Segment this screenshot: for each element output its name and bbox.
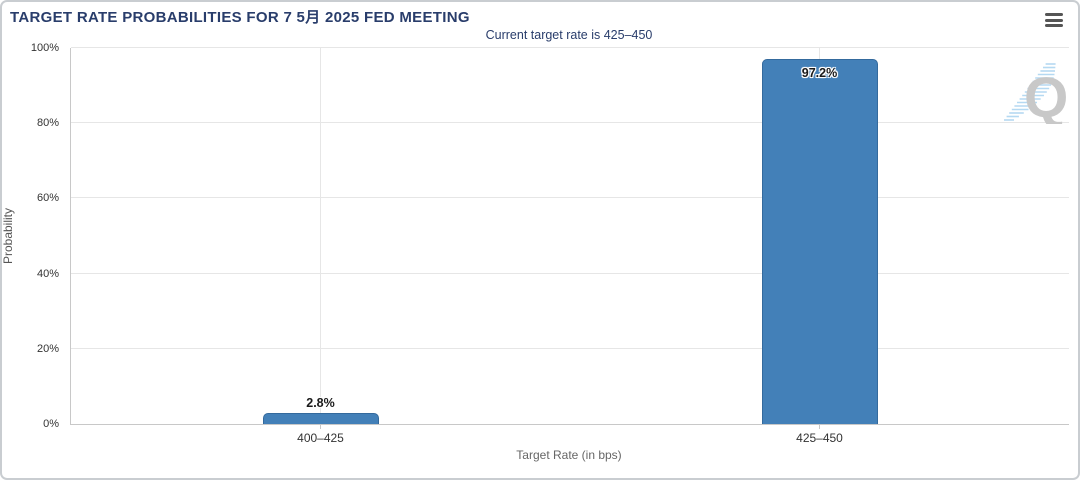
bar-value-label: 97.2% <box>801 65 838 80</box>
x-tick-mark <box>320 424 321 429</box>
y-tick-label: 20% <box>36 342 59 355</box>
gridline-horizontal <box>71 197 1069 199</box>
x-tick-label: 425–450 <box>796 431 843 445</box>
bar-425–450[interactable] <box>761 58 878 424</box>
x-tick-label: 400–425 <box>297 431 344 445</box>
gridline-horizontal <box>71 47 1069 48</box>
chart-subtitle: Current target rate is 425–450 <box>485 28 653 42</box>
gridline-vertical <box>320 48 321 424</box>
y-tick-label: 0% <box>43 418 59 430</box>
x-axis-title: Target Rate (in bps) <box>516 448 622 462</box>
quikstrike-logo: Q <box>1000 56 1076 130</box>
chart-title: TARGET RATE PROBABILITIES FOR 7 5月 2025 … <box>10 9 470 26</box>
svg-text:Q: Q <box>1024 66 1068 124</box>
y-tick-label: 100% <box>30 42 59 54</box>
x-tick-mark <box>819 424 820 429</box>
quikstrike-watermark-icon: Q <box>1004 63 1068 130</box>
y-axis-title: Probability <box>1 207 15 265</box>
gridline-horizontal <box>71 122 1069 124</box>
plot-area: 2.8% 400–425 97.2% 425–450 <box>70 47 1069 445</box>
hamburger-menu-icon[interactable] <box>1045 13 1063 27</box>
gridline-horizontal <box>71 272 1069 274</box>
y-tick-label: 40% <box>36 267 59 280</box>
y-tick-label: 80% <box>36 117 59 130</box>
bar-value-label: 2.8% <box>306 396 335 411</box>
bar-400–425[interactable] <box>262 413 379 424</box>
y-tick-label: 60% <box>36 192 59 205</box>
gridline-horizontal <box>71 347 1069 349</box>
y-axis-tick-labels: 0% 20% 40% 60% 80% 100% <box>20 42 64 430</box>
